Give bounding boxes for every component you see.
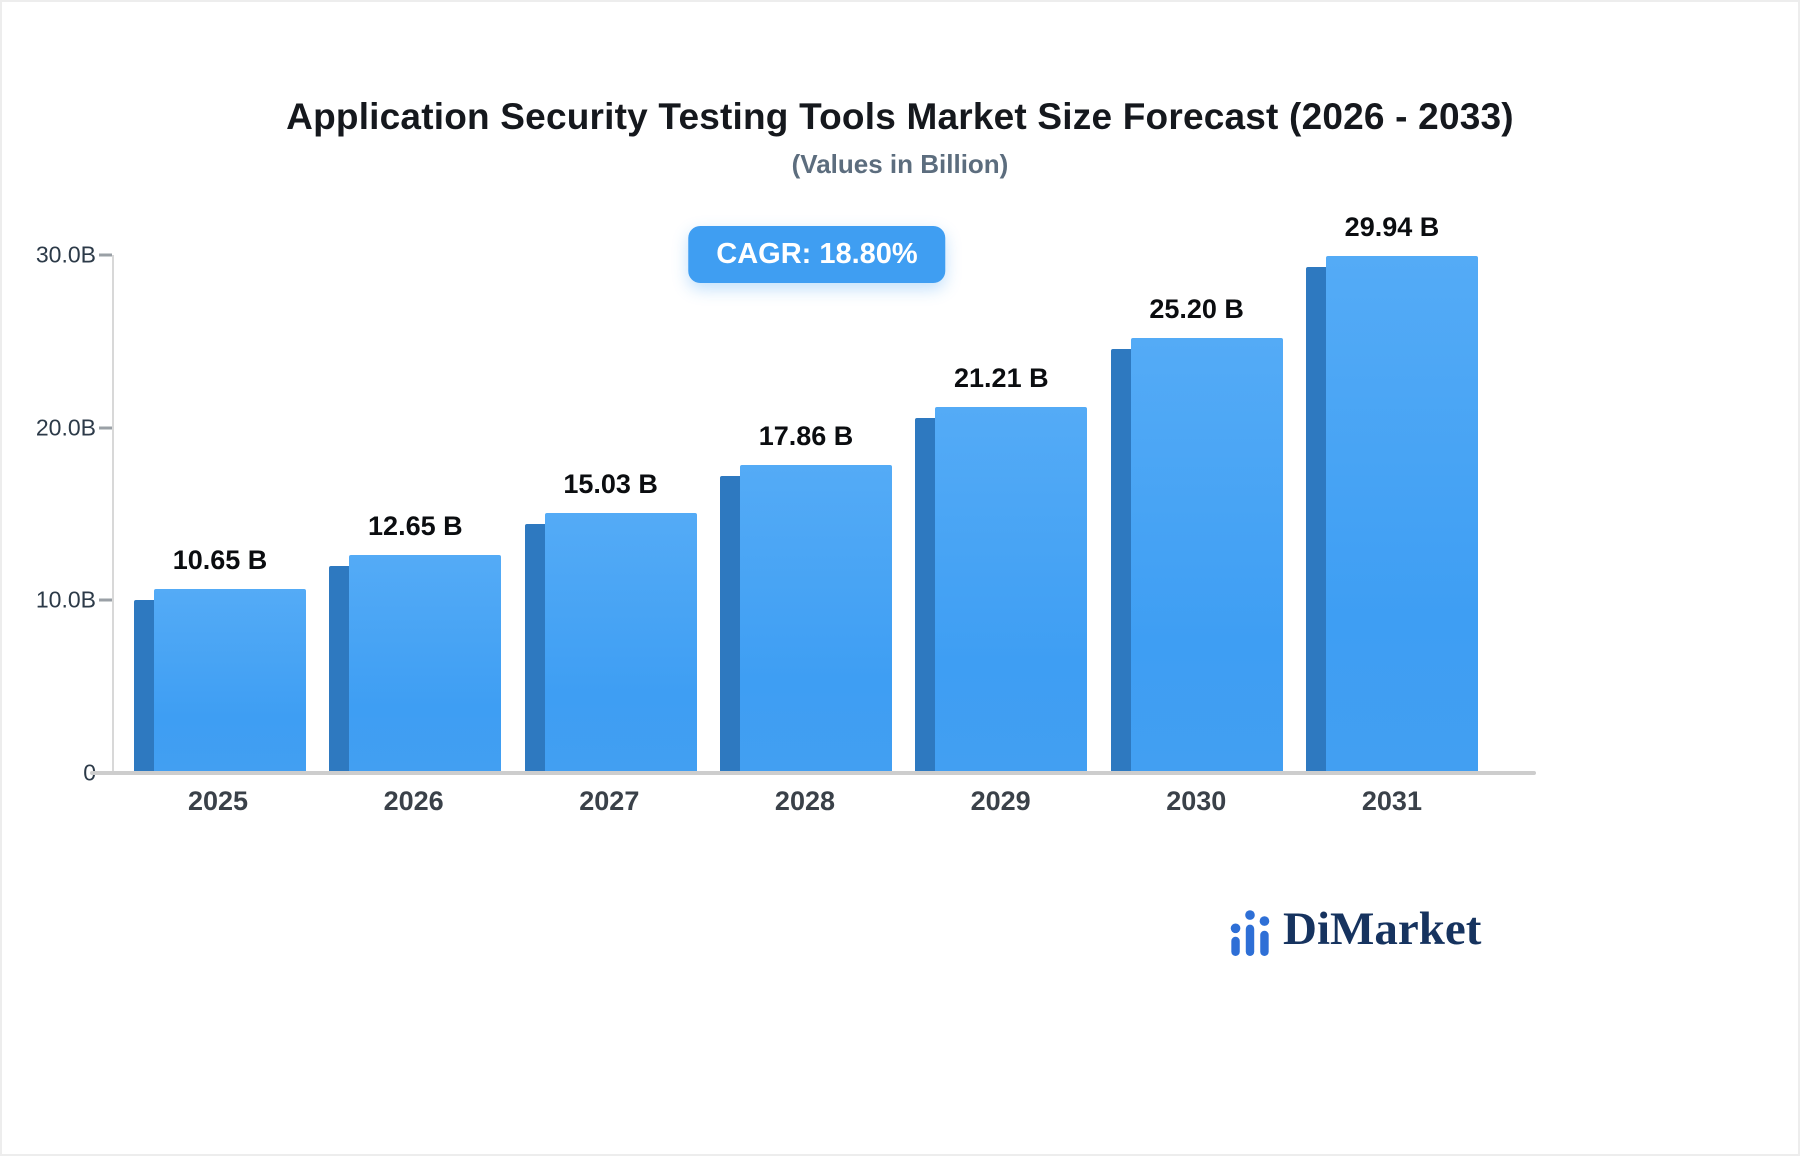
bar-chart-icon: [1230, 910, 1270, 956]
x-axis-label: 2027: [579, 786, 640, 816]
bar-front-face: [935, 406, 1088, 773]
bar-side-face: [329, 565, 350, 773]
y-axis-tick-mark: [99, 253, 112, 257]
bar-front-face: [544, 513, 697, 773]
chart-subtitle: (Values in Billion): [791, 149, 1009, 179]
bar-side-face: [1305, 267, 1326, 773]
y-axis-tick-mark: [99, 598, 112, 602]
x-labels-row: 2025 2026 2027 2028 2029 2030 2031: [112, 786, 1522, 817]
bar-2030: 25.20 B: [1110, 294, 1283, 773]
chart-title: Application Security Testing Tools Marke…: [286, 96, 1514, 137]
bar-front-face: [739, 464, 892, 773]
x-axis-label: 2030: [1166, 786, 1227, 816]
bar-side-face: [524, 524, 545, 773]
bar-value-label: 10.65 B: [172, 545, 268, 576]
x-axis-label: 2028: [774, 786, 835, 816]
bar-side-face: [719, 475, 740, 773]
bar-value-label: 17.86 B: [758, 420, 854, 451]
brand-logo-text: DiMarket: [1283, 903, 1482, 956]
bar-front-face: [154, 589, 306, 773]
plot-area: 0 10.0B 20.0B 30.0B 10.65 B 12.65 B 15.03 B 17…: [36, 212, 1522, 786]
x-axis-label: 2025: [187, 786, 249, 816]
y-axis-tick-mark: [99, 426, 112, 430]
bar-2028: 17.86 B: [719, 421, 892, 773]
bar-2026: 12.65 B: [329, 511, 502, 773]
y-axis-tick-label: 0: [83, 760, 96, 787]
bar-value-label: 15.03 B: [563, 469, 658, 500]
bar-side-face: [915, 417, 936, 773]
bar-front-face: [1130, 337, 1283, 773]
bar-2031: 29.94 B: [1305, 212, 1478, 773]
bar-2027: 15.03 B: [524, 469, 697, 773]
x-axis-label: 2029: [970, 786, 1031, 816]
bar-value-label: 29.94 B: [1344, 212, 1440, 243]
bar-side-face: [1110, 348, 1131, 773]
bar-2025: 10.65 B: [134, 545, 306, 773]
bar-value-label: 25.20 B: [1149, 293, 1244, 324]
y-axis-tick-label: 10.0B: [35, 586, 96, 613]
bar-2029: 21.21 B: [915, 363, 1088, 773]
bar-value-label: 21.21 B: [954, 362, 1049, 393]
y-axis-tick-label: 30.0B: [35, 241, 96, 268]
x-axis-label: 2031: [1361, 786, 1422, 816]
bars-row: 10.65 B 12.65 B 15.03 B 17.86 B 21.21 B 25.20…: [114, 212, 1522, 773]
bar-value-label: 12.65 B: [368, 510, 463, 541]
x-axis-line: [90, 771, 1536, 775]
y-axis-tick-label: 20.0B: [35, 414, 96, 441]
brand-logo: DiMarket: [1230, 903, 1481, 956]
cagr-badge: CAGR: 18.80%: [688, 226, 946, 283]
bar-front-face: [349, 554, 502, 773]
x-axis-label: 2026: [383, 786, 444, 816]
bar-side-face: [134, 600, 154, 773]
bar-front-face: [1325, 256, 1478, 773]
